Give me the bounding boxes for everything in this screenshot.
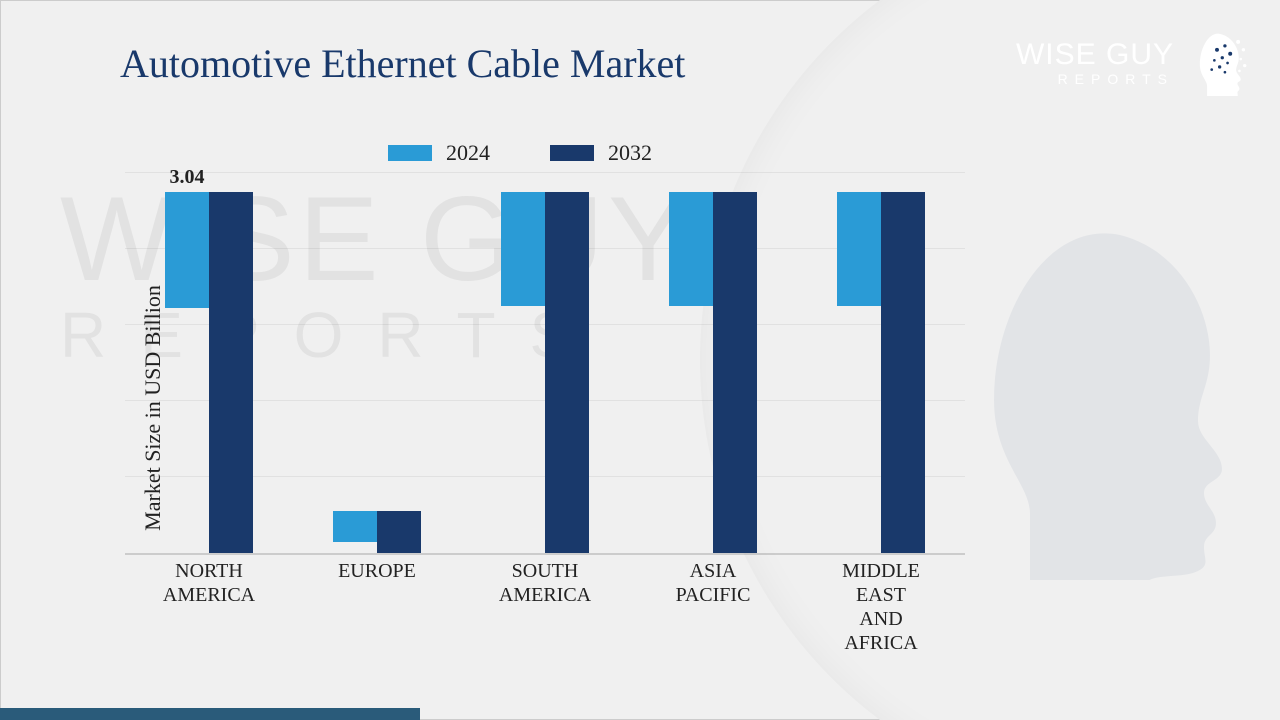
- bar-value-label: 3.04: [170, 166, 205, 189]
- bar: [377, 511, 421, 553]
- legend: 2024 2032: [388, 140, 652, 166]
- bar: 3.04: [165, 192, 209, 308]
- x-tick-label: EUROPE: [313, 559, 441, 583]
- x-tick-label: NORTHAMERICA: [145, 559, 273, 607]
- bar-group: 3.04: [145, 192, 273, 553]
- bar: [333, 511, 377, 541]
- legend-item: 2032: [550, 140, 652, 166]
- legend-label: 2024: [446, 140, 490, 166]
- x-tick-label: ASIAPACIFIC: [649, 559, 777, 607]
- legend-swatch: [550, 145, 594, 161]
- bottom-accent-bar: [0, 708, 420, 720]
- legend-label: 2032: [608, 140, 652, 166]
- bar: [837, 192, 881, 306]
- chart-title: Automotive Ethernet Cable Market: [120, 40, 685, 87]
- page-root: WISE GUY REPORTS Automotive Ethernet Cab…: [0, 0, 1280, 720]
- bar-group: [649, 192, 777, 553]
- head-silhouette-watermark: [940, 220, 1240, 580]
- chart-container: Market Size in USD Billion 2024 2032 3.0…: [60, 145, 980, 670]
- bar: [501, 192, 545, 306]
- plot-area: 3.04: [125, 175, 965, 555]
- legend-swatch: [388, 145, 432, 161]
- logo-line1: WISE GUY: [1016, 39, 1174, 71]
- bar-group: [481, 192, 609, 553]
- brand-logo: WISE GUY REPORTS: [1016, 28, 1250, 98]
- bar-group: [313, 511, 441, 553]
- legend-item: 2024: [388, 140, 490, 166]
- grid-line: [125, 172, 965, 173]
- bar: [209, 192, 253, 553]
- x-tick-label: SOUTHAMERICA: [481, 559, 609, 607]
- logo-line2: REPORTS: [1016, 72, 1174, 87]
- bar: [881, 192, 925, 553]
- x-axis-labels: NORTHAMERICA EUROPE SOUTHAMERICA ASIAPACIFI…: [125, 559, 965, 679]
- bar: [713, 192, 757, 553]
- logo-head-icon: [1184, 30, 1250, 96]
- bar: [545, 192, 589, 553]
- bar: [669, 192, 713, 306]
- bar-group: [817, 192, 945, 553]
- x-tick-label: MIDDLEEASTANDAFRICA: [817, 559, 945, 655]
